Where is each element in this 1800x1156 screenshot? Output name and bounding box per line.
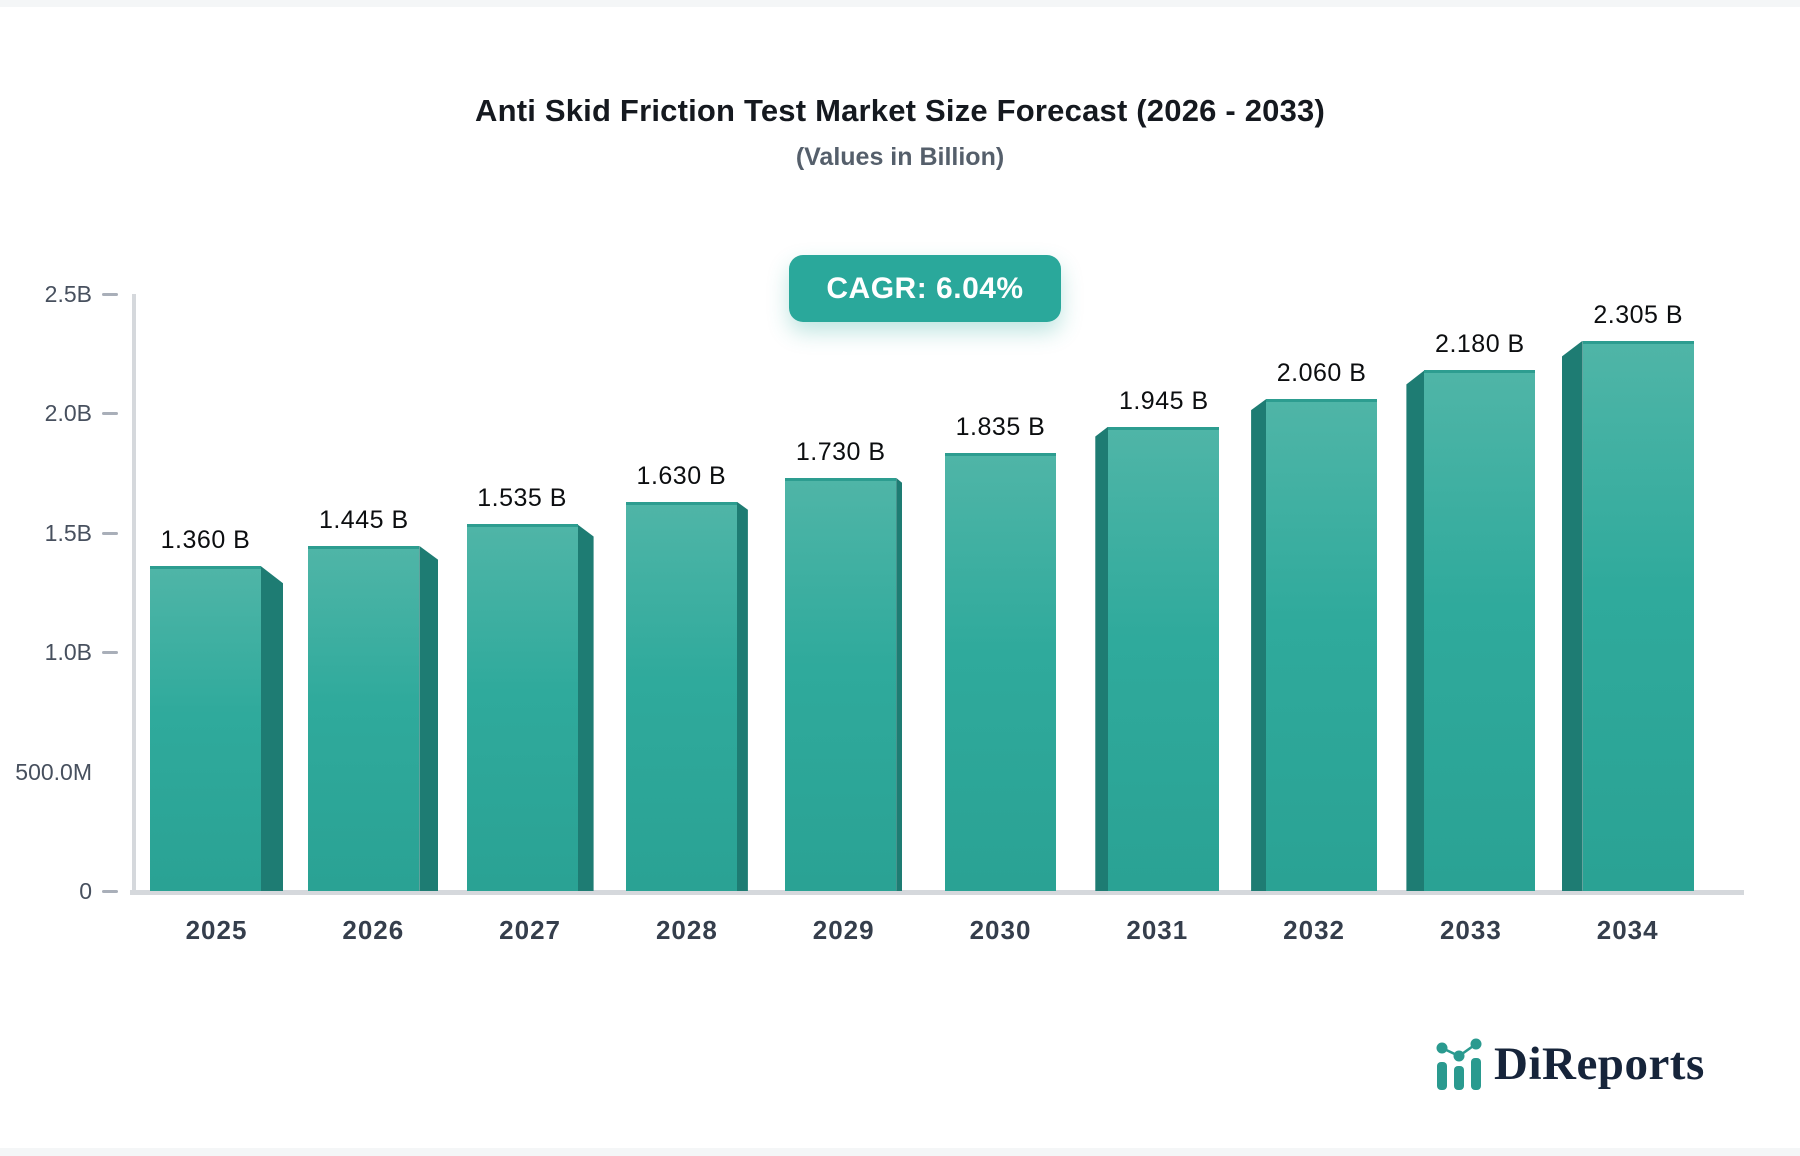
x-axis-year-label: 2033 — [1439, 915, 1502, 945]
x-axis-year-label: 2025 — [185, 915, 248, 945]
bar-3d-side — [419, 545, 439, 891]
bar-value-label: 1.835 B — [955, 412, 1046, 441]
bar — [945, 452, 1056, 891]
x-axis-year-label: 2026 — [342, 915, 405, 945]
bar — [625, 501, 737, 891]
x-axis-year-label: 2030 — [969, 915, 1032, 945]
bar — [785, 477, 897, 891]
bar — [1424, 370, 1536, 891]
x-axis-year-label: 2031 — [1126, 915, 1189, 945]
bar — [466, 524, 578, 891]
bar-3d-side — [736, 501, 748, 891]
bar — [1582, 340, 1694, 891]
bar-chart-plot: 2.5B 2.0B 1.5B 1.0B 500.0M 0 1.360 B 2025 1.445 … — [0, 7, 1800, 1156]
y-axis-tick-label: 2.5B — [44, 281, 92, 307]
bar-value-label: 1.360 B — [160, 526, 251, 555]
bar-value-label: 2.305 B — [1593, 300, 1684, 329]
bar — [150, 566, 261, 891]
bar-3d-side — [896, 477, 903, 891]
x-axis-line — [130, 890, 1744, 895]
y-axis-tick-dash — [102, 293, 118, 296]
bar-3d-side — [1095, 426, 1109, 891]
y-axis-tick-label: 1.5B — [44, 519, 92, 546]
bar — [1266, 399, 1378, 891]
direports-logo: DiReports — [1432, 1035, 1705, 1093]
y-axis-tick-label: 0 — [79, 878, 92, 904]
y-axis-tick-dash — [102, 651, 118, 655]
direports-logo-text: DiReports — [1494, 1038, 1705, 1090]
bar-value-label: 2.060 B — [1276, 359, 1367, 388]
x-axis-year-label: 2027 — [499, 915, 562, 945]
y-axis-tick-label: 500.0M — [15, 758, 92, 785]
bar-value-label: 1.945 B — [1118, 386, 1209, 415]
x-axis-year-label: 2029 — [812, 915, 875, 945]
bar-value-label: 1.630 B — [636, 461, 727, 490]
bar — [308, 545, 420, 891]
y-axis-tick-label: 1.0B — [44, 639, 92, 666]
y-axis-tick-dash — [102, 890, 118, 893]
y-axis-line — [132, 294, 136, 895]
cagr-badge: CAGR: 6.04% — [789, 255, 1061, 322]
bar — [1108, 426, 1220, 891]
x-axis-year-label: 2034 — [1596, 915, 1659, 945]
bar-value-label: 2.180 B — [1435, 330, 1525, 359]
bar-value-label: 1.535 B — [477, 484, 567, 513]
bar-3d-side — [261, 566, 283, 891]
chart-title: Anti Skid Friction Test Market Size Fore… — [474, 93, 1326, 128]
bar-line-chart-icon — [1436, 1038, 1482, 1090]
bar-3d-side — [1406, 370, 1425, 891]
bar-3d-side — [1251, 399, 1267, 891]
bar-value-label: 1.730 B — [795, 437, 886, 466]
x-axis-year-label: 2028 — [655, 915, 718, 945]
chart-card: Anti Skid Friction Test Market Size Fore… — [0, 7, 1800, 1148]
y-axis-tick-label: 2.0B — [44, 400, 92, 427]
bar-3d-side — [577, 524, 594, 891]
bar-value-label: 1.445 B — [318, 505, 409, 534]
x-axis-year-label: 2032 — [1283, 915, 1346, 945]
y-axis-tick-dash — [102, 531, 118, 535]
y-axis-tick-dash — [102, 412, 118, 416]
bar-3d-side — [1561, 340, 1583, 891]
chart-subtitle: (Values in Billion) — [795, 143, 1005, 171]
